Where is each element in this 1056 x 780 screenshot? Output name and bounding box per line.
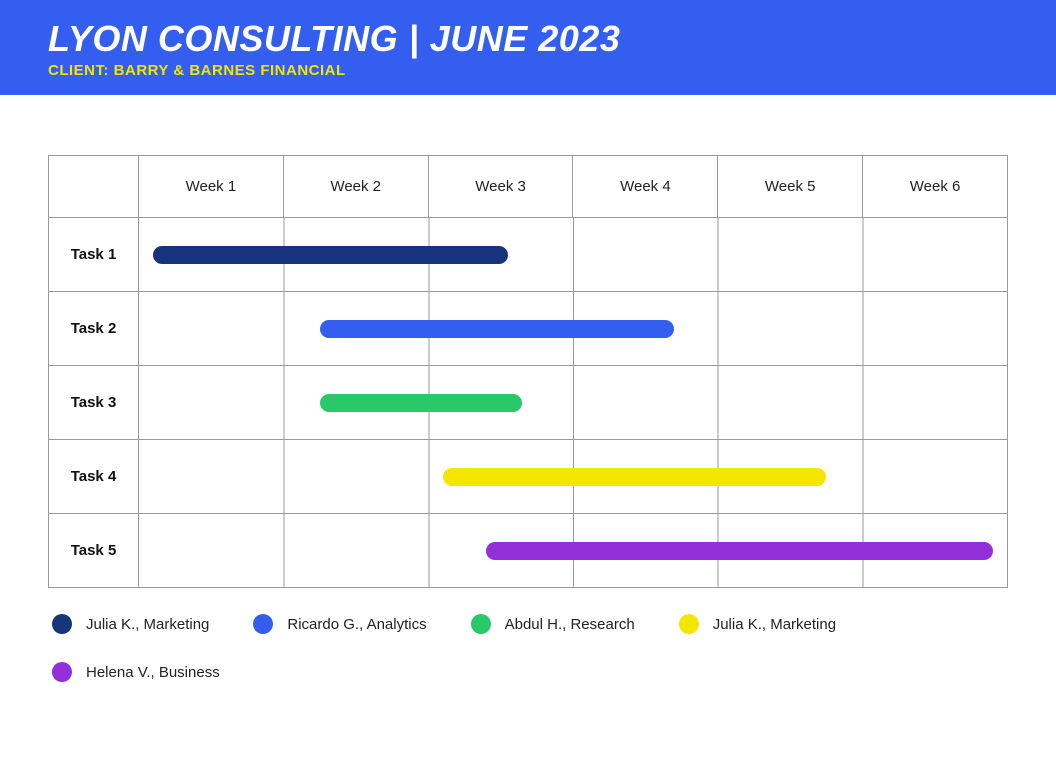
gantt-chart: Week 1 Week 2 Week 3 Week 4 Week 5 Week … [0,95,1056,682]
header: LYON CONSULTING | JUNE 2023 CLIENT: BARR… [0,0,1056,95]
gantt-table: Week 1 Week 2 Week 3 Week 4 Week 5 Week … [48,155,1008,588]
gantt-col-header: Week 3 [428,156,573,218]
legend-dot [52,662,72,682]
legend-item: Julia K., Marketing [679,614,836,634]
gantt-row-label: Task 3 [49,366,139,440]
gantt-row: Task 4 [49,440,1008,514]
gantt-col-header: Week 4 [573,156,718,218]
gantt-header-row: Week 1 Week 2 Week 3 Week 4 Week 5 Week … [49,156,1008,218]
gantt-row: Task 5 [49,514,1008,588]
legend-dot [471,614,491,634]
legend-item: Julia K., Marketing [52,614,209,634]
gantt-row-label: Task 1 [49,218,139,292]
gantt-corner-cell [49,156,139,218]
legend: Julia K., Marketing Ricardo G., Analytics… [48,614,1008,682]
legend-item: Helena V., Business [52,662,220,682]
gantt-col-header: Week 5 [718,156,863,218]
gantt-col-header: Week 2 [283,156,428,218]
page-subtitle: CLIENT: BARRY & BARNES FINANCIAL [48,62,1008,79]
gantt-bar [320,394,523,412]
gantt-row-label: Task 2 [49,292,139,366]
gantt-col-header: Week 6 [863,156,1008,218]
legend-item: Abdul H., Research [471,614,635,634]
gantt-bar [486,542,992,560]
gantt-col-header: Week 1 [139,156,284,218]
gantt-row: Task 3 [49,366,1008,440]
gantt-row: Task 1 [49,218,1008,292]
legend-dot [253,614,273,634]
page-title: LYON CONSULTING | JUNE 2023 [48,18,1008,60]
legend-label: Julia K., Marketing [713,616,836,633]
gantt-row-label: Task 4 [49,440,139,514]
gantt-bar-track [139,514,1008,588]
legend-dot [679,614,699,634]
gantt-bar [320,320,674,338]
gantt-row-label: Task 5 [49,514,139,588]
gantt-bar [443,468,826,486]
legend-label: Julia K., Marketing [86,616,209,633]
legend-label: Ricardo G., Analytics [287,616,426,633]
legend-label: Abdul H., Research [505,616,635,633]
gantt-bar-track [139,366,1008,440]
legend-item: Ricardo G., Analytics [253,614,426,634]
gantt-bar-track [139,218,1008,292]
gantt-row: Task 2 [49,292,1008,366]
gantt-bar-track [139,292,1008,366]
legend-label: Helena V., Business [86,664,220,681]
legend-dot [52,614,72,634]
gantt-bar [153,246,507,264]
gantt-bar-track [139,440,1008,514]
